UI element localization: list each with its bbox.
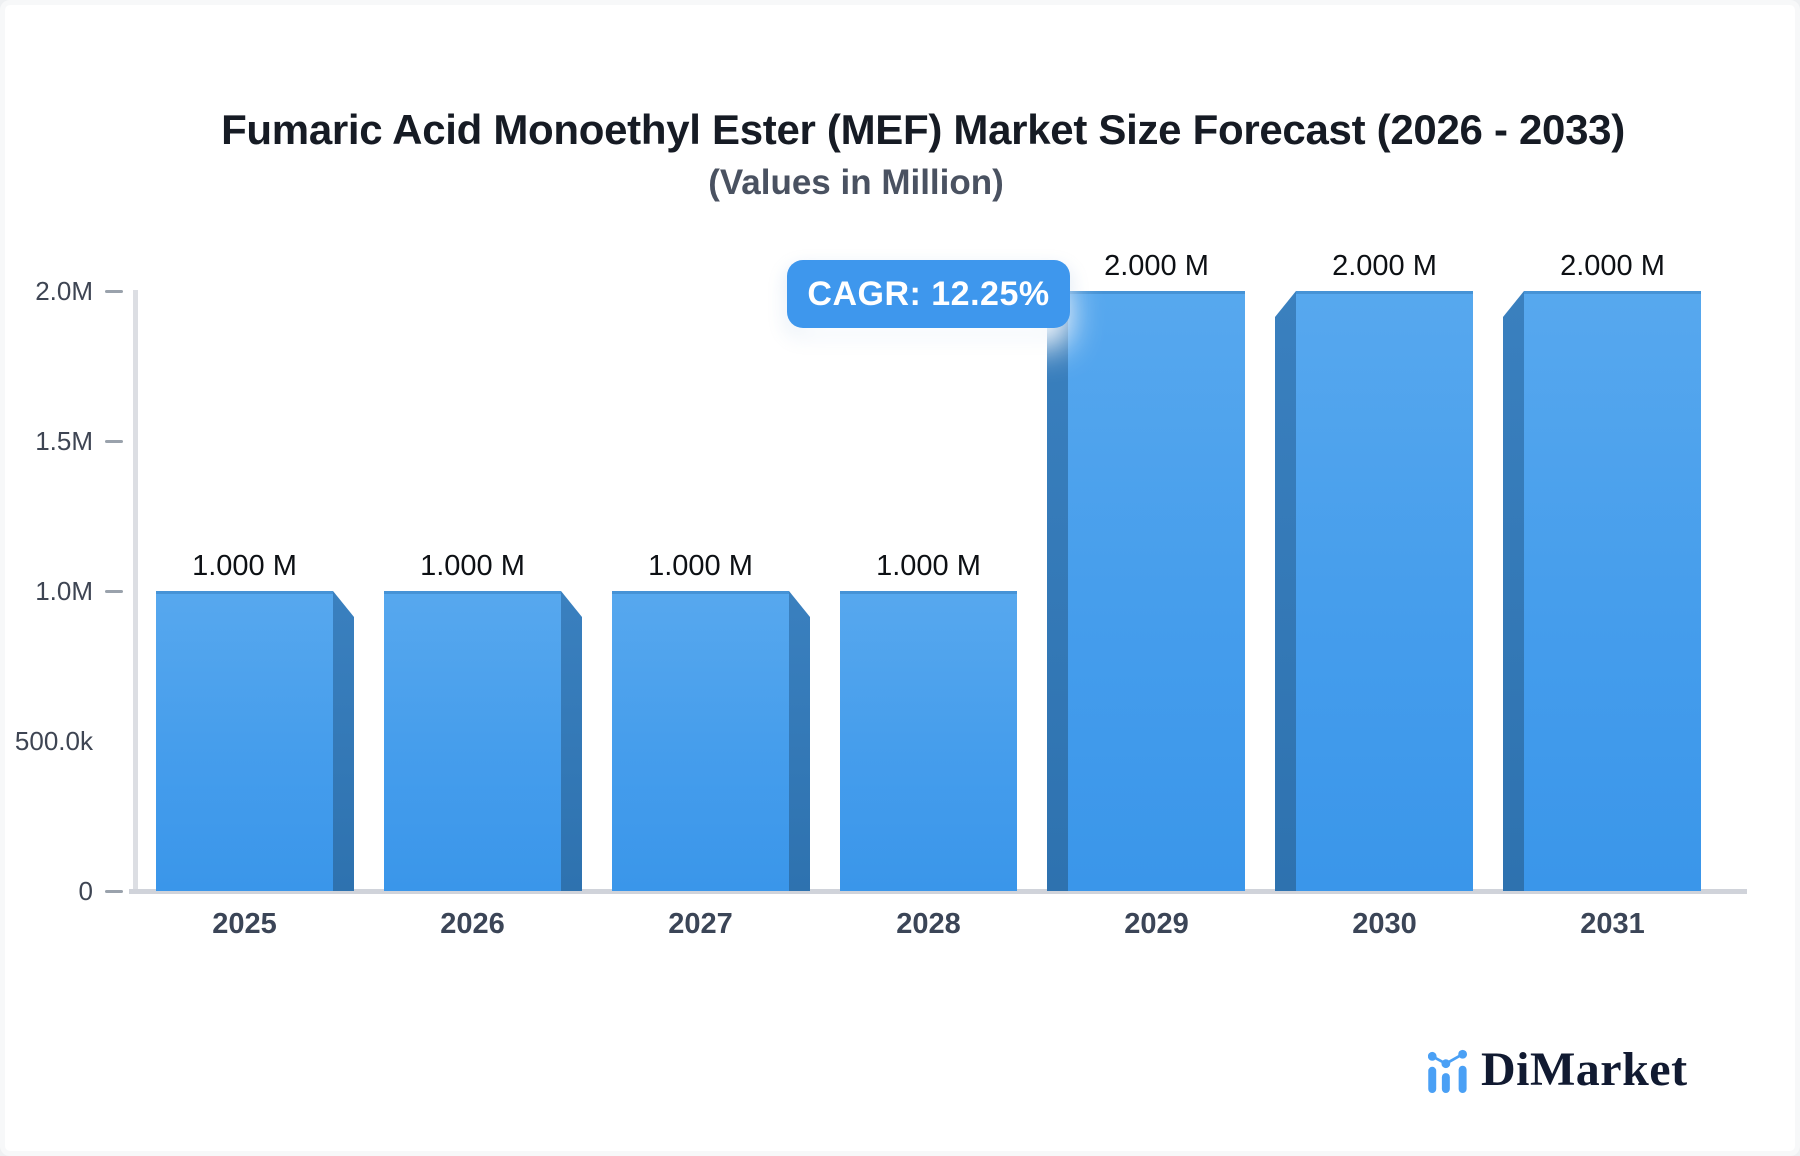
bar-value-label: 1.000 M — [420, 550, 525, 582]
bar-side-face — [561, 591, 582, 891]
bar — [1296, 291, 1473, 891]
y-axis-tick — [105, 589, 123, 593]
x-axis-label: 2031 — [1580, 908, 1645, 940]
x-axis-label: 2025 — [212, 908, 277, 940]
y-axis-label: 2.0M — [35, 276, 93, 306]
bar-side-face — [333, 591, 354, 891]
chart-title: Fumaric Acid Monoethyl Ester (MEF) Marke… — [221, 106, 1625, 153]
x-axis-line — [129, 889, 1747, 894]
mini-bar-line-chart-icon — [1428, 1049, 1468, 1093]
y-axis-tick — [105, 289, 123, 293]
chart-subtitle: (Values in Million) — [708, 163, 1004, 202]
bar-value-label: 2.000 M — [1560, 250, 1665, 282]
x-axis-label: 2028 — [896, 908, 961, 940]
x-axis-label: 2029 — [1124, 908, 1189, 940]
bar-chart: 2.0M 1.5M 1.0M 500.0k 0 1.000 M 2025 1.000 M 202… — [5, 5, 1795, 1151]
y-axis-label: 500.0k — [14, 726, 93, 756]
bar-value-label: 2.000 M — [1104, 250, 1209, 282]
bar-value-label: 2.000 M — [1332, 250, 1437, 282]
bar-value-label: 1.000 M — [648, 550, 753, 582]
brand-logo: DiMarket — [1428, 1045, 1688, 1095]
bar — [384, 591, 561, 891]
bar-side-face — [1503, 291, 1524, 891]
x-axis-label: 2027 — [668, 908, 733, 940]
y-axis-label: 0 — [78, 876, 93, 906]
y-axis-line — [133, 290, 138, 891]
x-axis-label: 2026 — [440, 908, 505, 940]
bar-side-face — [789, 591, 810, 891]
y-axis-label: 1.0M — [35, 576, 93, 606]
cagr-badge: CAGR: 12.25% — [787, 260, 1070, 328]
y-axis-label: 1.5M — [35, 426, 93, 456]
bar-side-face — [1047, 291, 1068, 891]
bar — [840, 591, 1017, 891]
bar-side-face — [1275, 291, 1296, 891]
brand-name: DiMarket — [1481, 1043, 1688, 1096]
bar — [1524, 291, 1701, 891]
y-axis-tick — [105, 439, 123, 443]
bar-value-label: 1.000 M — [876, 550, 981, 582]
bar-value-label: 1.000 M — [192, 550, 297, 582]
bar — [156, 591, 333, 891]
bar — [1068, 291, 1245, 891]
x-axis-label: 2030 — [1352, 908, 1417, 940]
bar — [612, 591, 789, 891]
y-axis-tick — [105, 889, 123, 893]
